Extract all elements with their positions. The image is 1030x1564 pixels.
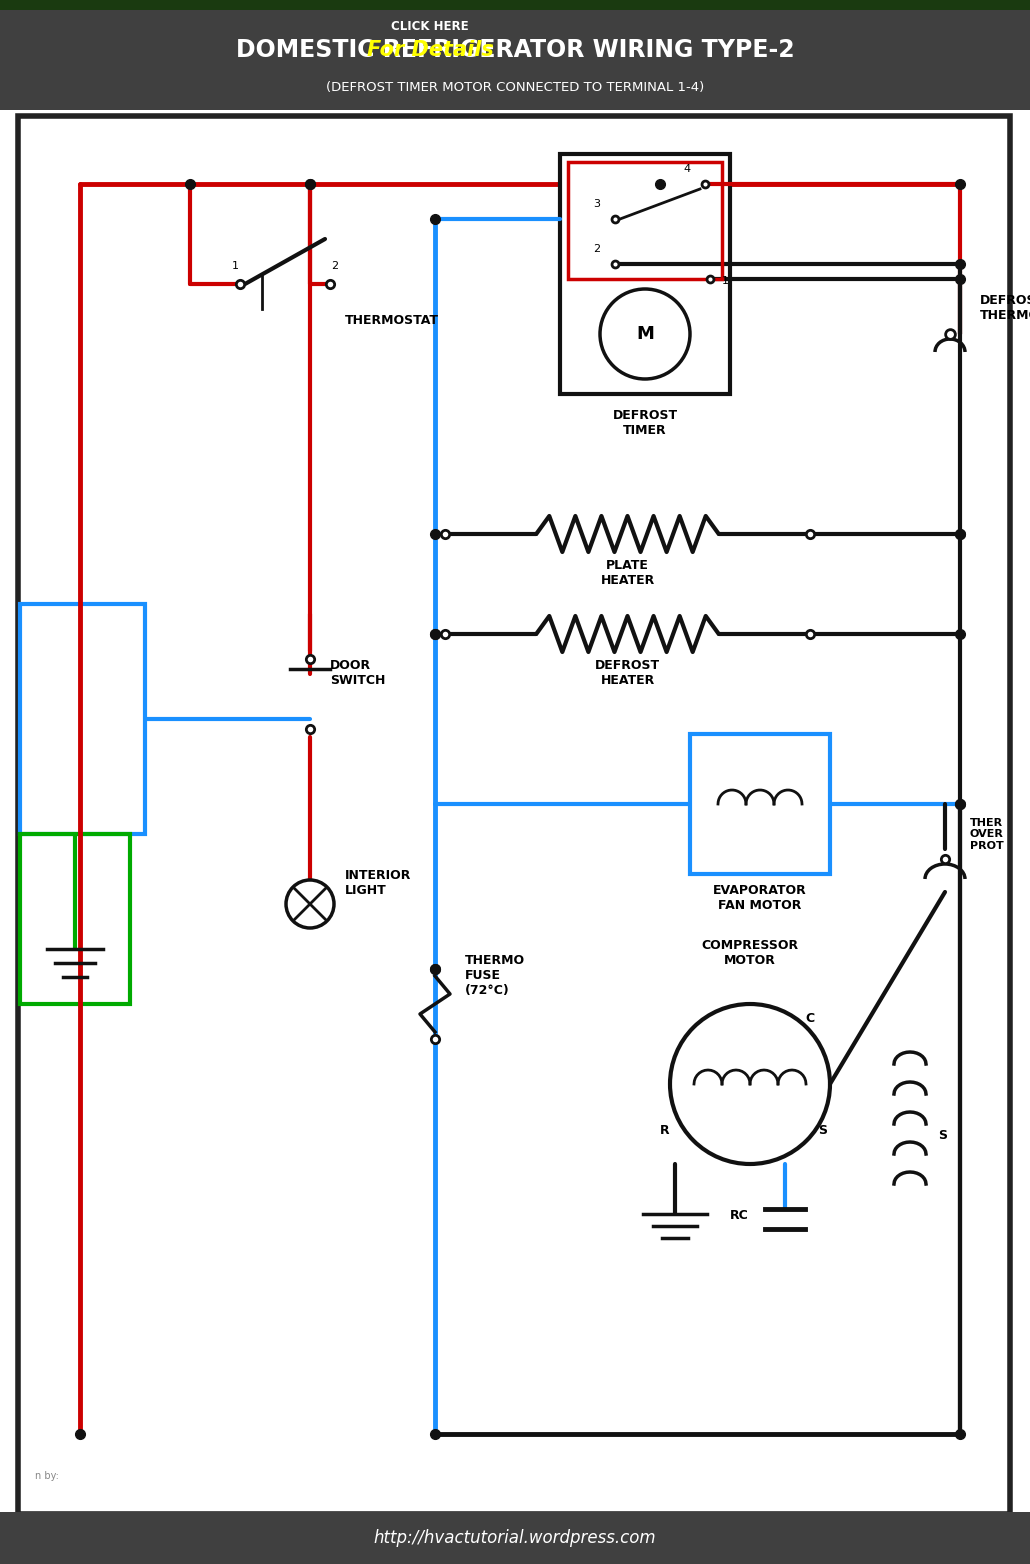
Text: 1: 1: [722, 275, 729, 286]
Bar: [20, 834, 130, 1004]
Text: CLICK HERE: CLICK HERE: [391, 19, 469, 33]
Text: DEFROST
THERMO: DEFROST THERMO: [980, 294, 1030, 322]
Text: DEFROST
HEATER: DEFROST HEATER: [595, 658, 660, 687]
Text: 2: 2: [593, 244, 600, 253]
Bar: [690, 734, 830, 874]
Text: PLATE
HEATER: PLATE HEATER: [600, 558, 655, 586]
Text: 3: 3: [593, 199, 600, 210]
Bar: [0, 0, 1030, 9]
Text: 4: 4: [684, 164, 690, 174]
Text: http://hvactutorial.wordpress.com: http://hvactutorial.wordpress.com: [374, 1530, 656, 1547]
Text: 1: 1: [232, 261, 239, 271]
Text: S: S: [818, 1125, 827, 1137]
Bar: [18, 116, 1010, 1514]
Bar: [568, 163, 722, 278]
Text: THERMO
FUSE
(72°C): THERMO FUSE (72°C): [465, 954, 525, 996]
Text: For Details: For Details: [367, 41, 493, 59]
Circle shape: [670, 1004, 830, 1164]
Text: EVAPORATOR
FAN MOTOR: EVAPORATOR FAN MOTOR: [713, 884, 806, 912]
Text: (DEFROST TIMER MOTOR CONNECTED TO TERMINAL 1-4): (DEFROST TIMER MOTOR CONNECTED TO TERMIN…: [325, 81, 705, 94]
Text: DOOR
SWITCH: DOOR SWITCH: [330, 658, 385, 687]
Bar: [20, 604, 145, 834]
Text: M: M: [637, 325, 654, 343]
Bar: [560, 153, 730, 394]
Text: COMPRESSOR
MOTOR: COMPRESSOR MOTOR: [701, 938, 798, 967]
Text: DOMESTIC REFRIGERATOR WIRING TYPE-2: DOMESTIC REFRIGERATOR WIRING TYPE-2: [236, 38, 794, 63]
Text: RC: RC: [730, 1209, 749, 1221]
Bar: [0, 1512, 1030, 1564]
Bar: [0, 0, 1030, 109]
Text: n by:: n by:: [35, 1472, 59, 1481]
Circle shape: [600, 289, 690, 378]
Text: THERMOSTAT: THERMOSTAT: [345, 314, 439, 327]
Text: INTERIOR
LIGHT: INTERIOR LIGHT: [345, 870, 411, 898]
Text: C: C: [805, 1012, 814, 1024]
Text: THER
OVER
PROT: THER OVER PROT: [970, 818, 1004, 851]
Circle shape: [286, 881, 334, 927]
Text: DEFROST
TIMER: DEFROST TIMER: [613, 410, 678, 436]
Text: 2: 2: [332, 261, 339, 271]
Text: R: R: [660, 1125, 670, 1137]
Text: S: S: [938, 1129, 947, 1142]
